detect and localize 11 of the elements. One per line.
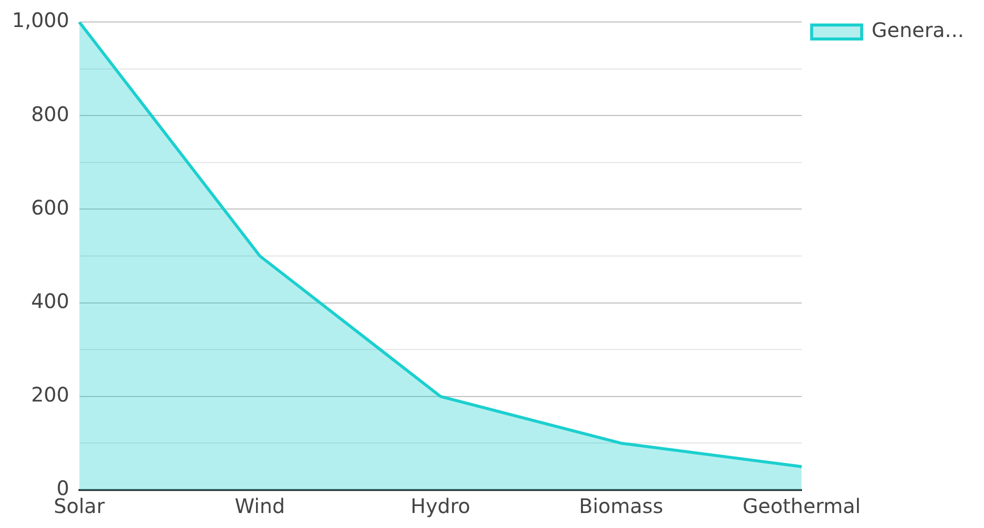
x-tick-label: Biomass (579, 494, 664, 518)
x-tick-label: Geothermal (742, 494, 861, 518)
y-tick-label: 400 (31, 289, 70, 314)
x-tick-label: Solar (54, 494, 106, 518)
x-tick-label: Wind (234, 494, 285, 518)
y-tick-label: 600 (31, 195, 70, 220)
legend-label: Genera... (872, 18, 964, 42)
y-tick-label: 800 (31, 102, 70, 126)
y-tick-label: 200 (31, 382, 70, 407)
y-tick-label: 1,000 (12, 8, 70, 32)
x-tick-label: Hydro (410, 494, 470, 518)
